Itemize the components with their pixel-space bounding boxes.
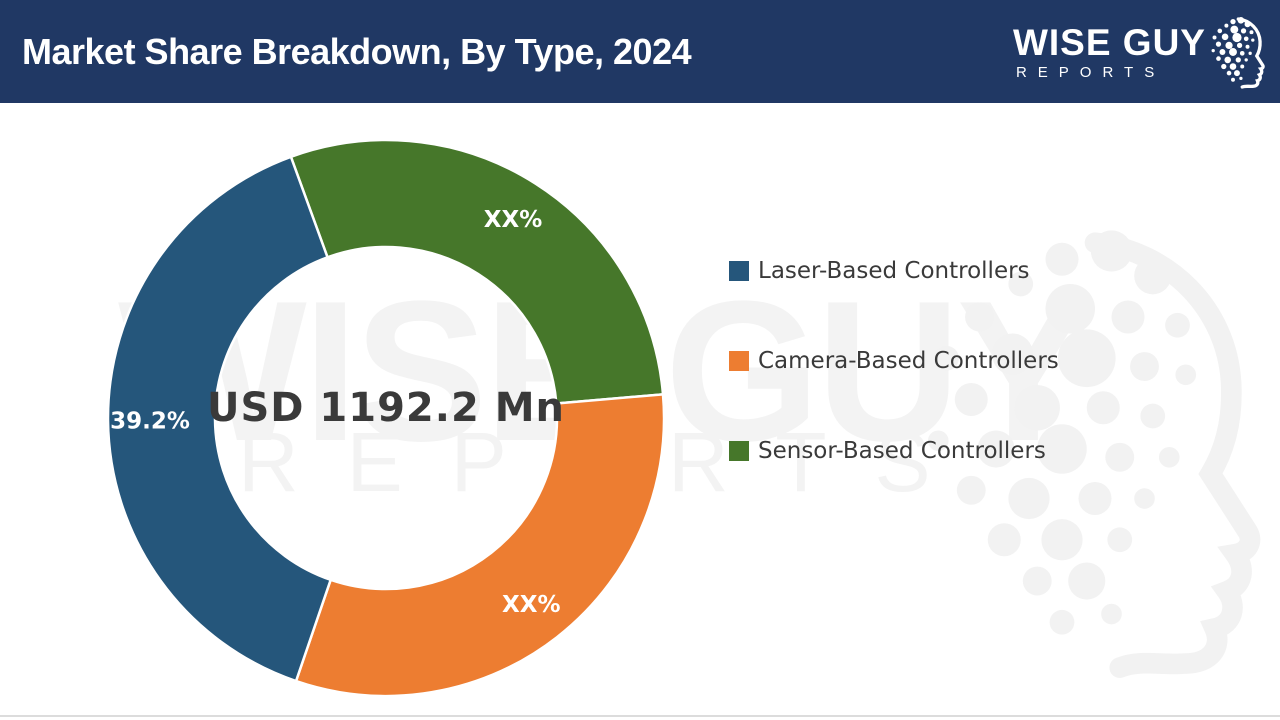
chart-legend: Laser-Based Controllers Camera-Based Cont… — [729, 258, 1059, 464]
legend-swatch-icon — [729, 351, 749, 371]
slice-percentage-label: 39.2% — [110, 408, 190, 434]
slice-percentage-label: XX% — [502, 592, 561, 618]
donut-slice-3 — [106, 155, 332, 683]
wiseguy-logo-text: WISE GUY REPORTS — [1013, 24, 1206, 80]
legend-label: Laser-Based Controllers — [758, 258, 1030, 284]
logo-subtitle: REPORTS — [1015, 63, 1166, 81]
legend-label: Sensor-Based Controllers — [758, 438, 1046, 464]
slice-percentage-label: XX% — [484, 207, 543, 233]
header-bar: Market Share Breakdown, By Type, 2024 WI… — [0, 0, 1280, 103]
legend-swatch-icon — [729, 441, 749, 461]
legend-label: Camera-Based Controllers — [758, 348, 1059, 374]
donut-slice-1 — [289, 138, 665, 405]
wiseguy-logo: WISE GUY REPORTS — [1013, 11, 1266, 93]
logo-wordmark: WISE GUY — [1012, 21, 1206, 63]
legend-swatch-icon — [729, 261, 749, 281]
legend-item: Laser-Based Controllers — [729, 258, 1059, 284]
page-title: Market Share Breakdown, By Type, 2024 — [22, 30, 692, 72]
chart-center-value: USD 1192.2 Mn — [207, 385, 565, 431]
legend-item: Camera-Based Controllers — [729, 348, 1059, 374]
bottom-border-line — [0, 715, 1280, 717]
donut-slice-2 — [294, 393, 666, 698]
legend-item: Sensor-Based Controllers — [729, 438, 1059, 464]
